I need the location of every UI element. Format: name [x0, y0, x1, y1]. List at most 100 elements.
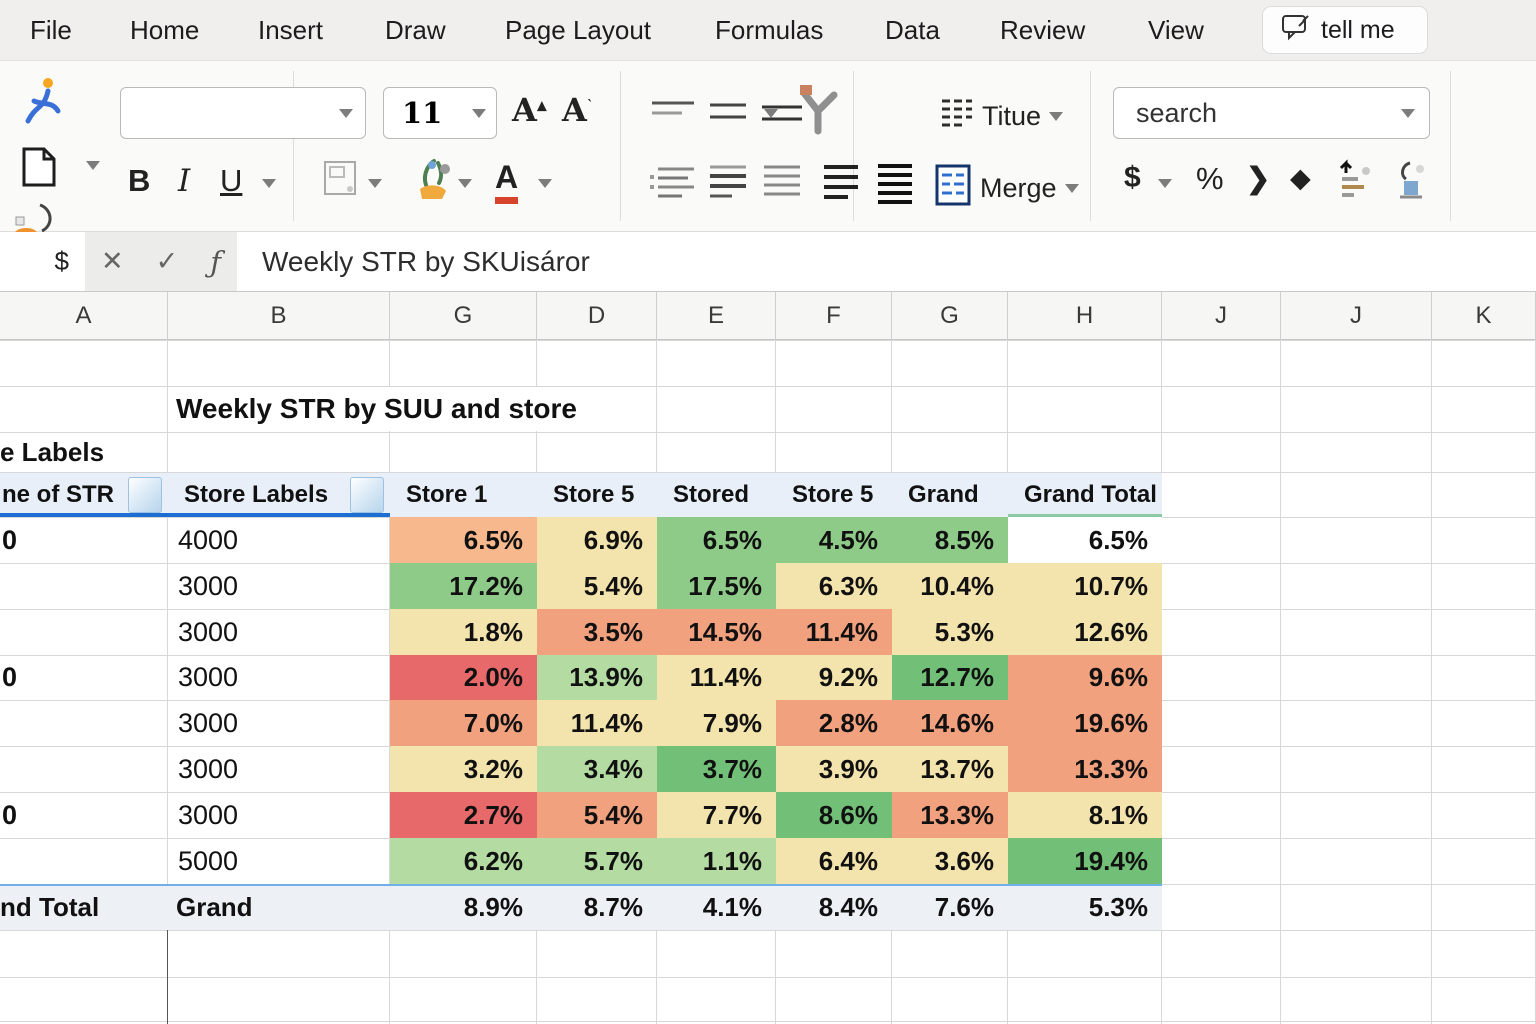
cell-r2-c5[interactable]: 12.6% [1008, 609, 1162, 655]
borders-caret[interactable] [368, 179, 382, 188]
row-5-sku-label[interactable]: 3000 [178, 753, 239, 784]
column-header-J-9[interactable]: J [1281, 292, 1432, 340]
cell-r1-c2[interactable]: 17.5% [657, 563, 776, 609]
cell-r0-c3[interactable]: 4.5% [776, 517, 892, 563]
cell-r7-c0[interactable]: 6.2% [390, 838, 537, 884]
search-box[interactable]: search [1113, 87, 1430, 139]
cell-r6-c2[interactable]: 7.7% [657, 792, 776, 838]
menu-item-view[interactable]: View [1148, 14, 1204, 45]
underline-caret[interactable] [262, 179, 276, 188]
column-header-E-4[interactable]: E [657, 292, 776, 340]
column-header-A-0[interactable]: A [0, 292, 168, 340]
percent-format-button[interactable]: % [1196, 161, 1224, 196]
cell-r4-c1[interactable]: 11.4% [537, 700, 657, 746]
cell-r6-c3[interactable]: 8.6% [776, 792, 892, 838]
cell-r5-c2[interactable]: 3.7% [657, 746, 776, 792]
row-labels-caption[interactable]: e Labels [0, 436, 105, 467]
cell-r0-c4[interactable]: 8.5% [892, 517, 1008, 563]
indent-increase-icon[interactable] [702, 161, 752, 212]
menu-item-insert[interactable]: Insert [258, 14, 324, 45]
grand-total-a-label[interactable]: nd Total [0, 891, 100, 922]
grand-total-value-1[interactable]: 8.7% [583, 891, 643, 922]
row-0-a-label[interactable]: 0 [2, 524, 18, 555]
merge-button[interactable]: Merge [934, 163, 1079, 214]
row-7-sku-label[interactable]: 5000 [178, 845, 239, 876]
column-header-G-2[interactable]: G [390, 292, 537, 340]
pivot-header-a[interactable]: ne of STR [2, 480, 114, 508]
menu-item-page-layout[interactable]: Page Layout [505, 14, 652, 45]
row-1-sku-label[interactable]: 3000 [178, 570, 239, 601]
pivot-header-store-4[interactable]: Grand [908, 480, 979, 508]
cell-r6-c4[interactable]: 13.3% [892, 792, 1008, 838]
cell-r3-c5[interactable]: 9.6% [1008, 655, 1162, 700]
cell-r4-c0[interactable]: 7.0% [390, 700, 537, 746]
wrap-text-icon[interactable] [756, 161, 806, 212]
paste-dropdown-caret[interactable] [86, 161, 100, 170]
cell-r7-c1[interactable]: 5.7% [537, 838, 657, 884]
cell-r0-c2[interactable]: 6.5% [657, 517, 776, 563]
cell-r4-c4[interactable]: 14.6% [892, 700, 1008, 746]
column-header-B-1[interactable]: B [168, 292, 390, 340]
row-3-sku-label[interactable]: 3000 [178, 662, 239, 692]
cell-r5-c3[interactable]: 3.9% [776, 746, 892, 792]
align-middle-icon[interactable] [702, 93, 752, 134]
pivot-header-b[interactable]: Store Labels [184, 480, 329, 508]
cell-r0-c1[interactable]: 6.9% [537, 517, 657, 563]
cell-r6-c5[interactable]: 8.1% [1008, 792, 1162, 838]
row-2-sku-label[interactable]: 3000 [178, 616, 239, 647]
cell-r2-c4[interactable]: 5.3% [892, 609, 1008, 655]
cancel-icon[interactable]: ✕ [101, 246, 124, 276]
shrink-font-button[interactable]: A` [562, 91, 594, 129]
copy-icon[interactable] [16, 145, 60, 194]
cell-r3-c4[interactable]: 12.7% [892, 655, 1008, 700]
insert-function-icon[interactable]: ƒ [210, 244, 221, 279]
increase-decimal-icon[interactable] [1334, 159, 1376, 206]
cell-r6-c0[interactable]: 2.7% [390, 792, 537, 838]
cell-r6-c1[interactable]: 5.4% [537, 792, 657, 838]
cell-r7-c5[interactable]: 19.4% [1008, 838, 1162, 884]
underline-button[interactable]: U [220, 163, 243, 198]
filter-button-b[interactable] [350, 477, 384, 513]
pivot-header-store-0[interactable]: Store 1 [406, 480, 488, 508]
align-top-icon[interactable] [648, 93, 698, 134]
cell-r4-c3[interactable]: 2.8% [776, 700, 892, 746]
pivot-header-store-3[interactable]: Store 5 [792, 480, 874, 508]
cell-r3-c3[interactable]: 9.2% [776, 655, 892, 700]
grand-total-value-4[interactable]: 7.6% [934, 891, 994, 922]
italic-button[interactable]: I [178, 163, 191, 199]
cell-r5-c1[interactable]: 3.4% [537, 746, 657, 792]
grand-total-value-3[interactable]: 8.4% [818, 891, 878, 922]
grand-total-b-label[interactable]: Grand [176, 891, 253, 922]
column-header-K-10[interactable]: K [1432, 292, 1536, 340]
cell-styles-button[interactable]: Titue [938, 95, 1064, 138]
justify-full-icon[interactable] [872, 161, 918, 212]
currency-caret[interactable] [1158, 179, 1172, 188]
row-0-sku-label[interactable]: 4000 [178, 524, 239, 555]
cell-r2-c2[interactable]: 14.5% [657, 609, 776, 655]
sheet-title[interactable]: Weekly STR by SUU and store [176, 393, 577, 424]
menu-item-draw[interactable]: Draw [385, 14, 446, 45]
name-box[interactable]: $ [54, 246, 69, 276]
column-header-G-6[interactable]: G [892, 292, 1008, 340]
grow-font-button[interactable]: A▲ [512, 91, 547, 129]
pivot-header-store-2[interactable]: Stored [673, 480, 750, 508]
column-header-J-8[interactable]: J [1162, 292, 1281, 340]
column-header-D-3[interactable]: D [537, 292, 657, 340]
font-name-select[interactable] [120, 87, 366, 139]
cell-r2-c3[interactable]: 11.4% [776, 609, 892, 655]
cell-r1-c3[interactable]: 6.3% [776, 563, 892, 609]
row-4-sku-label[interactable]: 3000 [178, 707, 239, 738]
grand-total-value-5[interactable]: 5.3% [1088, 891, 1148, 922]
cell-r2-c0[interactable]: 1.8% [390, 609, 537, 655]
justify-left-icon[interactable] [818, 161, 864, 212]
cell-r1-c1[interactable]: 5.4% [537, 563, 657, 609]
cell-r1-c5[interactable]: 10.7% [1008, 563, 1162, 609]
row-6-sku-label[interactable]: 3000 [178, 799, 239, 830]
enter-icon[interactable]: ✓ [155, 246, 179, 276]
cell-r1-c4[interactable]: 10.4% [892, 563, 1008, 609]
cell-r5-c5[interactable]: 13.3% [1008, 746, 1162, 792]
cell-r0-c5[interactable]: 6.5% [1008, 517, 1162, 563]
formula-input[interactable]: Weekly STR by SKUisáror [262, 245, 590, 277]
cell-r3-c2[interactable]: 11.4% [657, 655, 776, 700]
menu-item-file[interactable]: File [30, 14, 72, 45]
